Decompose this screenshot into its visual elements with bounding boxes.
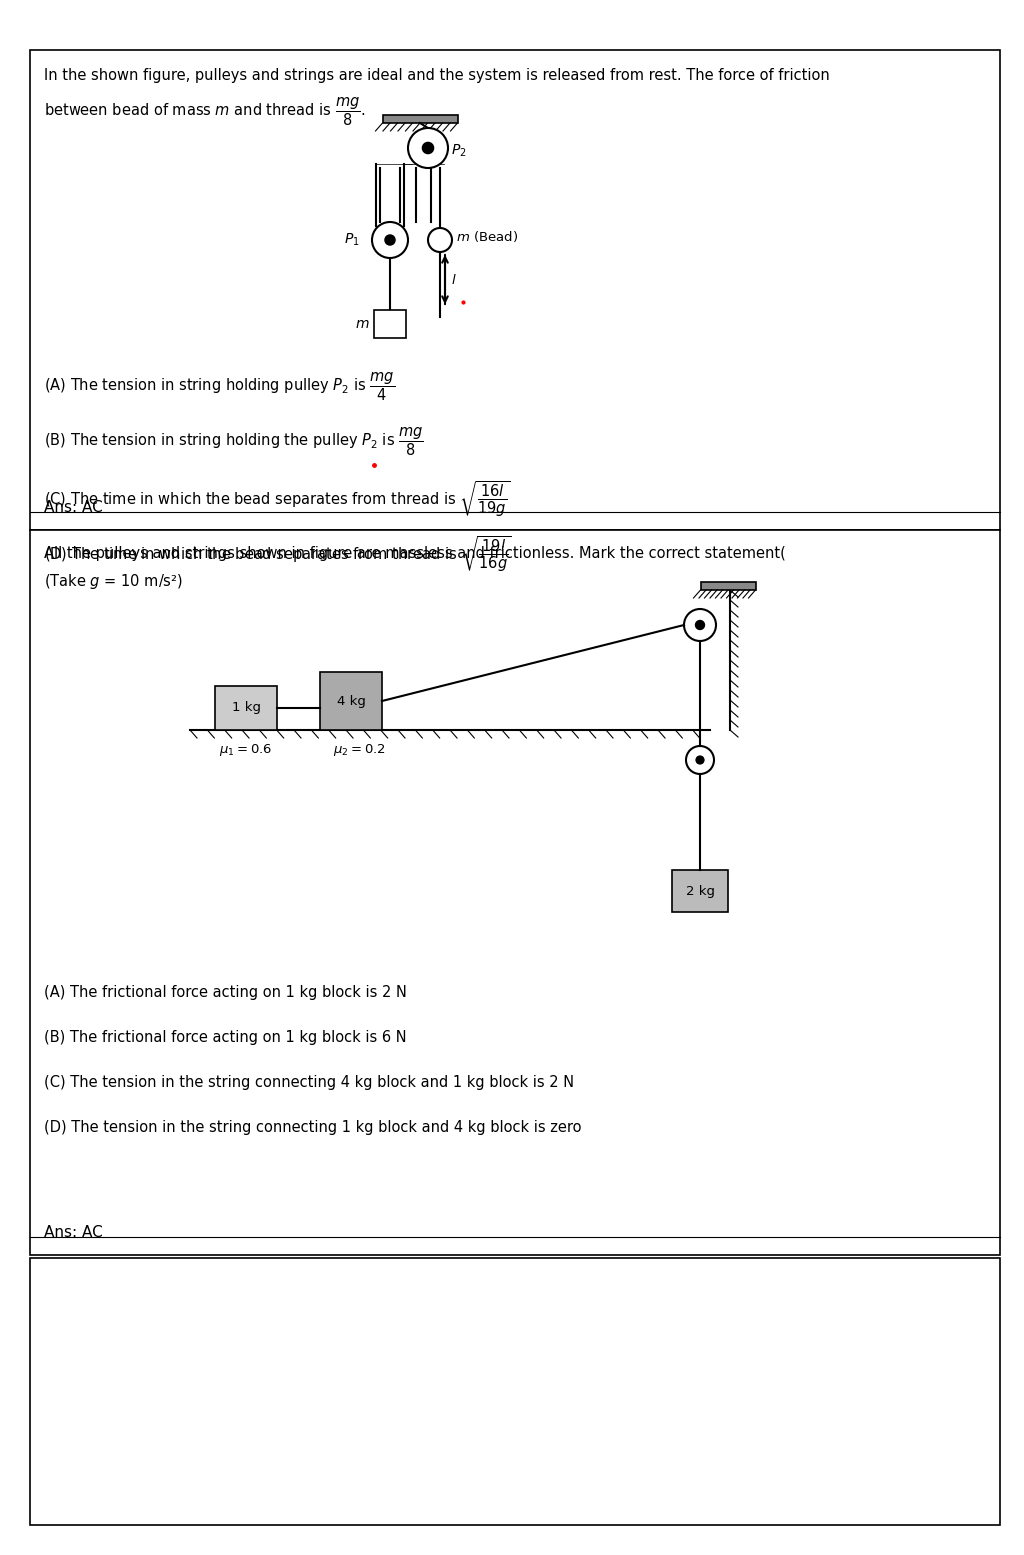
Text: 4 kg: 4 kg xyxy=(337,695,366,708)
Text: between bead of mass $m$ and thread is $\dfrac{mg}{8}$.: between bead of mass $m$ and thread is $… xyxy=(44,95,366,128)
Text: (D) The time in which the bead separates from thread is $\sqrt{\dfrac{19l}{16g}}: (D) The time in which the bead separates… xyxy=(44,535,512,574)
Circle shape xyxy=(385,235,395,246)
Text: $\mu_2=0.2$: $\mu_2=0.2$ xyxy=(333,742,385,757)
Circle shape xyxy=(695,620,705,630)
Text: (D) The tension in the string connecting 1 kg block and 4 kg block is zero: (D) The tension in the string connecting… xyxy=(44,1120,582,1135)
Text: Ans: AC: Ans: AC xyxy=(44,501,102,515)
Text: In the shown figure, pulleys and strings are ideal and the system is released fr: In the shown figure, pulleys and strings… xyxy=(44,68,829,82)
Circle shape xyxy=(428,229,452,252)
Bar xyxy=(30,50,1000,530)
Text: Ans: AC: Ans: AC xyxy=(44,1225,102,1239)
Text: $\mu_1=0.6$: $\mu_1=0.6$ xyxy=(219,742,272,757)
Circle shape xyxy=(686,746,714,774)
Text: All the pulleys and strings shown in figure are massless and frictionless. Mark : All the pulleys and strings shown in fig… xyxy=(44,546,785,561)
Text: 2 kg: 2 kg xyxy=(685,885,715,897)
Circle shape xyxy=(696,756,703,764)
Text: $P_1$: $P_1$ xyxy=(344,232,359,249)
Text: (C) The tension in the string connecting 4 kg block and 1 kg block is 2 N: (C) The tension in the string connecting… xyxy=(44,1075,574,1090)
Text: $m$: $m$ xyxy=(355,317,370,331)
Bar xyxy=(672,869,728,911)
Text: 1 kg: 1 kg xyxy=(231,701,260,714)
Text: $m$ (Bead): $m$ (Bead) xyxy=(456,229,518,244)
Circle shape xyxy=(408,128,449,168)
Bar xyxy=(374,309,406,337)
Circle shape xyxy=(422,143,433,154)
Text: (B) The frictional force acting on 1 kg block is 6 N: (B) The frictional force acting on 1 kg … xyxy=(44,1029,407,1045)
Bar xyxy=(215,686,278,729)
Circle shape xyxy=(684,610,716,641)
Circle shape xyxy=(372,222,408,258)
Text: $P_2$: $P_2$ xyxy=(451,143,467,160)
Text: (Take $g$ = 10 m/s²): (Take $g$ = 10 m/s²) xyxy=(44,572,183,591)
Text: (B) The tension in string holding the pulley $P_2$ is $\dfrac{mg}{8}$: (B) The tension in string holding the pu… xyxy=(44,425,424,457)
Text: $l$: $l$ xyxy=(451,272,457,286)
Text: (A) The frictional force acting on 1 kg block is 2 N: (A) The frictional force acting on 1 kg … xyxy=(44,984,407,1000)
Bar xyxy=(700,582,756,589)
Bar xyxy=(30,1258,1000,1525)
Text: (C) The time in which the bead separates from thread is $\sqrt{\dfrac{16l}{19g}}: (C) The time in which the bead separates… xyxy=(44,480,511,519)
Text: (A) The tension in string holding pulley $P_2$ is $\dfrac{mg}{4}$: (A) The tension in string holding pulley… xyxy=(44,370,395,403)
Bar xyxy=(319,672,382,729)
Bar xyxy=(383,115,458,123)
Bar xyxy=(30,530,1000,1255)
